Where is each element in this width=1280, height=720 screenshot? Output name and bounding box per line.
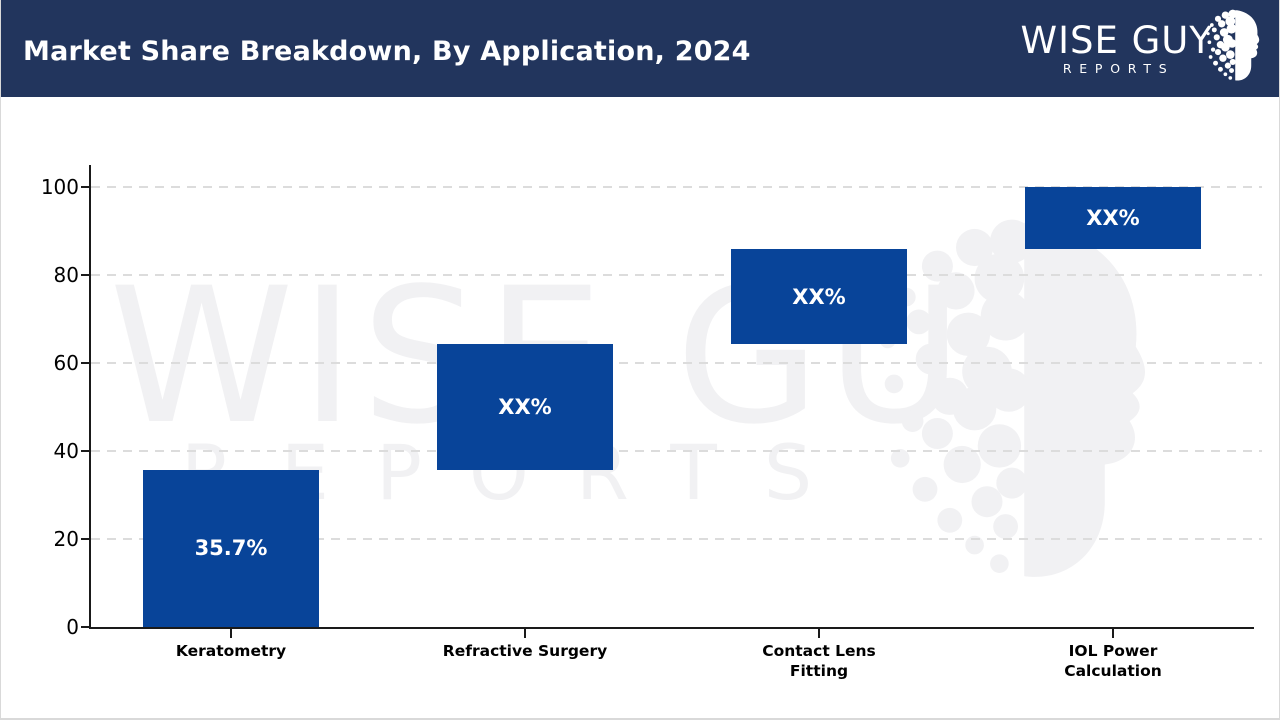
bar-value-label-contact-lens-fitting: XX% [792,284,846,309]
header: Market Share Breakdown, By Application, … [1,0,1279,97]
logo-text: WISE GUY REPORTS [1020,18,1213,77]
x-axis-tick-mark [524,629,526,638]
gridline-100 [91,186,1262,188]
category-label-contact-lens-fitting: Contact Lens Fitting [762,642,876,680]
x-axis-line [89,627,1254,629]
page-title: Market Share Breakdown, By Application, … [23,36,751,67]
bar-keratometry: 35.7% [143,469,319,627]
x-axis-tick-mark [818,629,820,638]
y-axis-tick-mark [81,450,89,452]
logo-head-icon [1206,9,1260,81]
logo-wordmark: WISE GUY [1020,18,1213,62]
x-axis-tick-mark [1112,629,1114,638]
category-label-iol-power-calculation: IOL Power Calculation [1064,642,1162,680]
y-axis-tick-mark [81,538,89,540]
bar-value-label-refractive-surgery: XX% [498,394,552,419]
y-axis-tick-label: 60 [53,351,79,375]
y-axis-tick-mark [81,186,89,188]
bar-contact-lens-fitting: XX% [731,249,907,345]
gridline-40 [91,450,1262,452]
bar-refractive-surgery: XX% [437,344,613,470]
logo-subtitle: REPORTS [1062,61,1175,77]
y-axis-tick-mark [81,362,89,364]
y-axis-tick-label: 0 [66,615,79,639]
bar-value-label-keratometry: 35.7% [194,536,268,561]
y-axis-tick-label: 80 [53,263,79,287]
wise-guy-logo: WISE GUY REPORTS [1021,8,1267,90]
y-axis-tick-mark [81,626,89,628]
category-label-keratometry: Keratometry [175,642,287,660]
gridline-60 [91,362,1262,364]
y-axis-tick-mark [81,274,89,276]
y-axis-tick-label: 100 [40,175,79,199]
gridline-80 [91,274,1262,276]
category-label-refractive-surgery: Refractive Surgery [442,642,608,660]
x-axis-tick-mark [230,629,232,638]
y-axis-line [89,165,91,629]
gridline-20 [91,538,1262,540]
y-axis-tick-label: 40 [53,439,79,463]
y-axis-tick-label: 20 [53,527,79,551]
bar-iol-power-calculation: XX% [1025,187,1201,250]
bar-value-label-iol-power-calculation: XX% [1086,206,1140,231]
